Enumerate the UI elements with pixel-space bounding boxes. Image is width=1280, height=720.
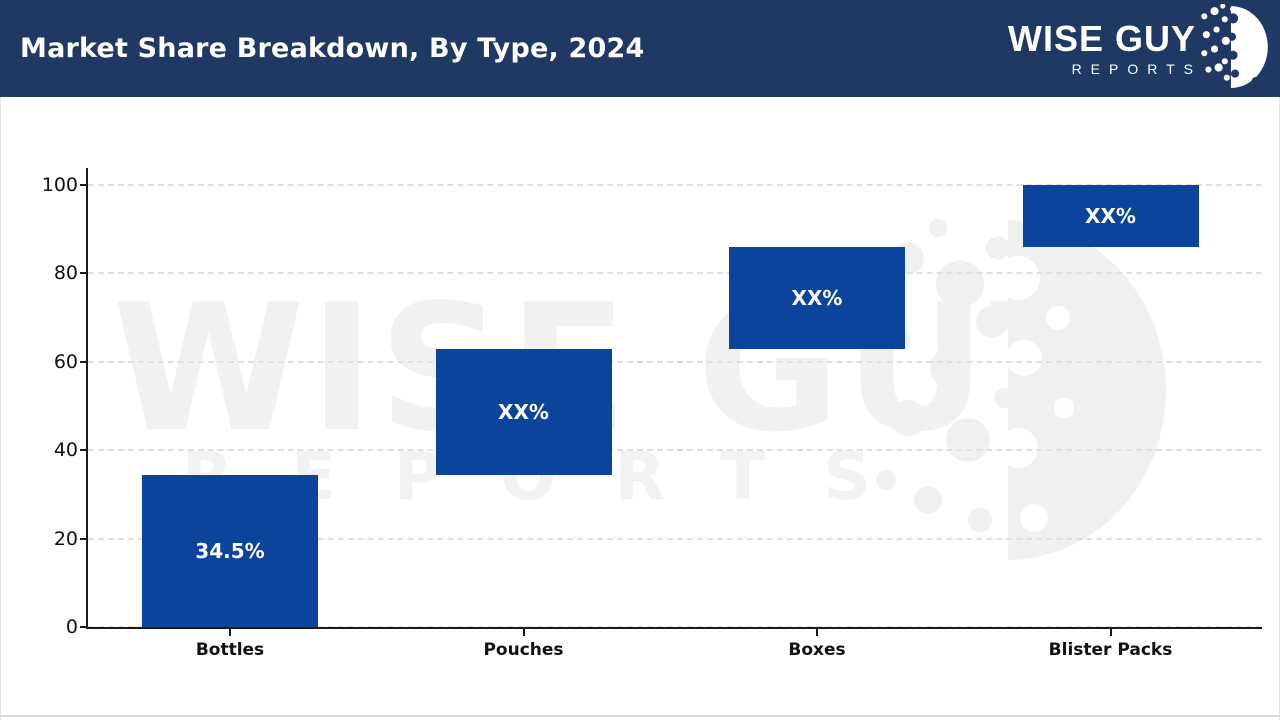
bar-value-label: XX% bbox=[1085, 203, 1136, 228]
y-axis-tick-mark bbox=[80, 449, 88, 452]
x-axis-tick-mark bbox=[229, 629, 231, 636]
brand-text: WISE GUY REPORTS bbox=[1007, 17, 1196, 77]
page-title: Market Share Breakdown, By Type, 2024 bbox=[20, 33, 645, 64]
y-axis-tick-label: 20 bbox=[53, 527, 78, 550]
y-axis-tick-mark bbox=[80, 537, 88, 540]
y-axis-tick-label: 100 bbox=[41, 174, 78, 196]
brand-face-icon bbox=[1198, 2, 1270, 94]
y-gridline bbox=[88, 272, 1262, 275]
bar-segment-pouches: XX% bbox=[435, 348, 612, 475]
y-axis-tick-label: 0 bbox=[65, 616, 78, 638]
y-gridline bbox=[88, 449, 1262, 452]
y-gridline bbox=[88, 360, 1262, 363]
x-axis-category-label: Bottles bbox=[195, 640, 265, 660]
x-axis-tick-mark bbox=[1109, 629, 1112, 636]
y-gridline bbox=[88, 537, 1262, 540]
brand-subtitle: REPORTS bbox=[1071, 60, 1202, 77]
y-axis-tick-mark bbox=[80, 360, 88, 363]
frame-left-line bbox=[0, 97, 1, 720]
brand-logo: WISE GUY REPORTS bbox=[1007, 2, 1270, 94]
bar-value-label: XX% bbox=[498, 399, 549, 424]
y-axis-tick-label: 40 bbox=[53, 439, 78, 462]
frame-bottom-line bbox=[0, 715, 1280, 717]
x-axis-line bbox=[86, 627, 1262, 629]
bar-value-label: XX% bbox=[791, 285, 843, 310]
brand-name: WISE GUY bbox=[1007, 17, 1196, 59]
x-axis-category-label: Blister Packs bbox=[1048, 640, 1173, 660]
bar-segment-blister-packs: XX% bbox=[1022, 185, 1199, 247]
y-axis-tick-label: 80 bbox=[53, 262, 78, 285]
bar-segment-bottles: 34.5% bbox=[142, 474, 318, 627]
bar-value-label: 34.5% bbox=[195, 538, 265, 563]
y-axis-line bbox=[86, 168, 88, 629]
x-axis-category-label: Pouches bbox=[483, 640, 564, 660]
header-bar: Market Share Breakdown, By Type, 2024 WI… bbox=[0, 0, 1280, 97]
x-axis-tick-mark bbox=[816, 629, 818, 636]
y-axis-tick-mark bbox=[80, 272, 88, 275]
y-axis-tick-label: 60 bbox=[53, 350, 78, 373]
y-axis-tick-mark bbox=[80, 626, 88, 628]
bar-segment-boxes: XX% bbox=[729, 246, 905, 349]
y-gridline bbox=[88, 184, 1262, 186]
x-axis-tick-mark bbox=[522, 629, 525, 636]
y-axis-tick-mark bbox=[80, 184, 88, 186]
x-axis-category-label: Boxes bbox=[788, 640, 846, 660]
